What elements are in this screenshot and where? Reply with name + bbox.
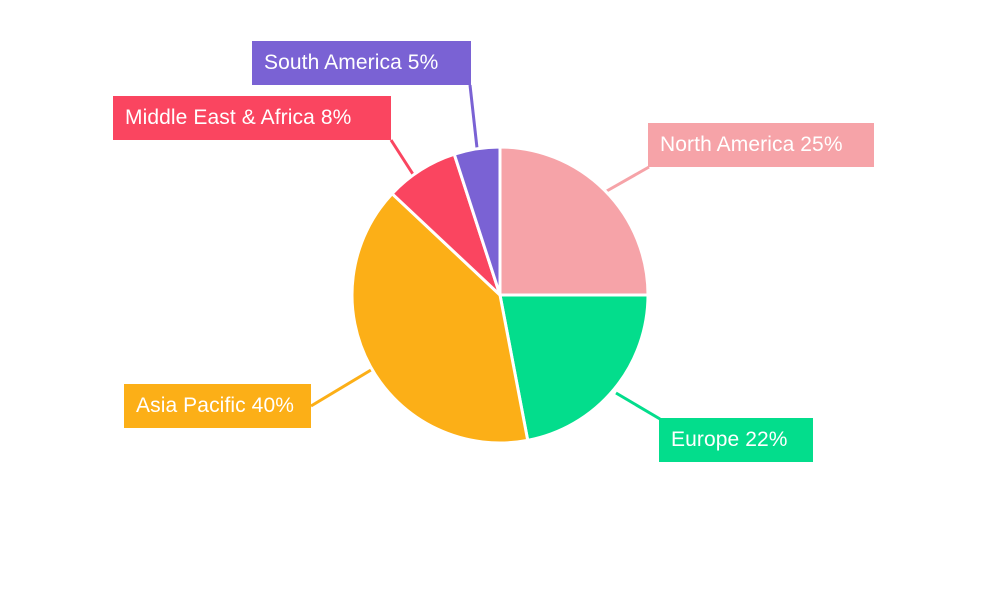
leader-line-north-america: [604, 165, 650, 194]
leader-line-asia-pacific: [310, 368, 372, 408]
pie-wedge-south-america[interactable]: [452, 145, 502, 297]
pie-slice-label-south-america[interactable]: South America 5%: [252, 41, 471, 85]
leader-line-europe: [615, 391, 661, 421]
pie-slice-label-text: South America 5%: [264, 51, 439, 74]
pie-wedge-europe[interactable]: [498, 293, 650, 442]
pie-slice-label-europe[interactable]: Europe 22%: [659, 418, 813, 462]
pie-slice-label-text: Europe 22%: [671, 428, 788, 451]
pie-slice-label-asia-pacific[interactable]: Asia Pacific 40%: [124, 384, 311, 428]
pie-wedge-north-america[interactable]: [498, 145, 650, 297]
pie-slice-label-middle-east-africa[interactable]: Middle East & Africa 8%: [113, 96, 391, 140]
leader-line-south-america: [468, 84, 480, 158]
pie-wedge-asia-pacific[interactable]: [350, 192, 530, 445]
pie-slice-label-text: Middle East & Africa 8%: [125, 106, 352, 129]
pie-wedges-group: [350, 145, 650, 445]
pie-slice-label-north-america[interactable]: North America 25%: [648, 123, 874, 167]
pie-slice-label-text: North America 25%: [660, 133, 843, 156]
pie-slice-label-text: Asia Pacific 40%: [136, 394, 295, 417]
